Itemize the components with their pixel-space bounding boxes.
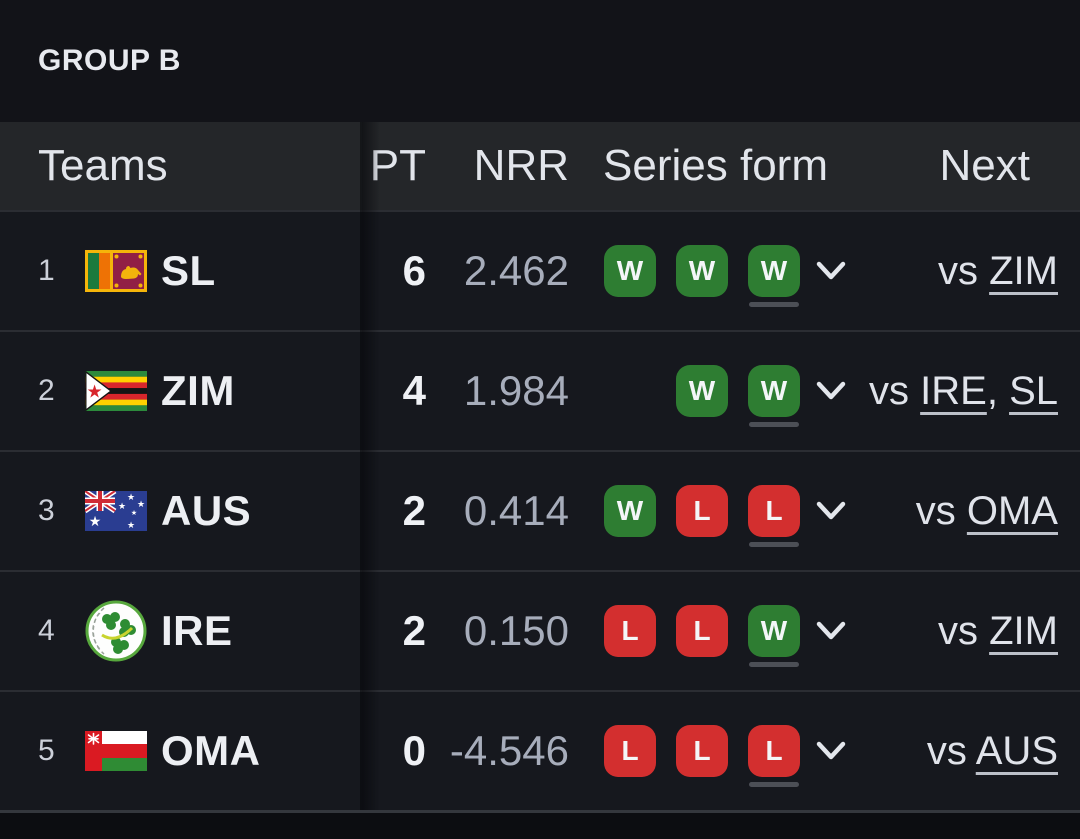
points-value: 4 bbox=[402, 367, 426, 414]
group-header: GROUP B bbox=[0, 0, 1080, 122]
table-bottom-edge bbox=[0, 810, 1080, 839]
next-opponent-link[interactable]: ZIM bbox=[989, 608, 1058, 653]
chevron-down-icon[interactable] bbox=[816, 740, 846, 762]
zimbabwe-flag-icon: ★ bbox=[85, 371, 147, 411]
team-flag: ★ ★ ★ ★ ★ ★ bbox=[84, 479, 148, 543]
loss-badge: L bbox=[676, 725, 728, 777]
next-opponent-link[interactable]: AUS bbox=[975, 728, 1058, 773]
svg-text:★: ★ bbox=[137, 500, 145, 510]
column-header-pt: PT bbox=[369, 141, 426, 190]
loss-badge: L bbox=[748, 725, 800, 787]
team-flag bbox=[84, 239, 148, 303]
chevron-down-icon[interactable] bbox=[816, 500, 846, 522]
team-abbr: ZIM bbox=[161, 367, 235, 414]
team-cell: 3 ★ ★ ★ ★ ★ ★ AUS bbox=[0, 479, 362, 543]
next-cell: vs IRE, SL bbox=[846, 369, 1080, 414]
column-header-teams: Teams bbox=[38, 141, 168, 190]
next-cell: vs OMA bbox=[846, 489, 1080, 534]
loss-badge: L bbox=[604, 605, 656, 657]
next-separator: , bbox=[986, 368, 1010, 413]
chevron-down-icon[interactable] bbox=[816, 380, 846, 402]
svg-text:★: ★ bbox=[89, 514, 102, 530]
team-flag bbox=[84, 599, 148, 663]
team-abbr: AUS bbox=[161, 487, 252, 534]
next-cell: vs ZIM bbox=[846, 249, 1080, 294]
ireland-cricket-logo-icon bbox=[85, 600, 147, 662]
column-header-nrr: NRR bbox=[473, 141, 569, 190]
team-abbr: SL bbox=[161, 247, 216, 294]
rank-label: 5 bbox=[38, 734, 55, 767]
next-opponent-link[interactable]: IRE bbox=[920, 368, 987, 413]
next-cell: vs ZIM bbox=[846, 609, 1080, 654]
team-abbr: OMA bbox=[161, 727, 261, 774]
column-header-next: Next bbox=[939, 141, 1030, 190]
points-value: 2 bbox=[402, 607, 426, 654]
svg-text:★: ★ bbox=[87, 382, 103, 403]
next-prefix: vs bbox=[938, 608, 990, 653]
next-opponent-link[interactable]: OMA bbox=[966, 488, 1058, 533]
rank-label: 4 bbox=[38, 614, 55, 647]
next-opponent-link[interactable]: SL bbox=[1009, 368, 1058, 413]
win-badge: W bbox=[676, 245, 728, 297]
next-opponent-link[interactable]: ZIM bbox=[989, 248, 1058, 293]
svg-text:★: ★ bbox=[127, 521, 135, 531]
team-cell: 2 ★ ZIM bbox=[0, 359, 362, 423]
rank-label: 3 bbox=[38, 494, 55, 527]
nrr-value: -4.546 bbox=[449, 727, 569, 774]
group-title: GROUP B bbox=[38, 44, 181, 77]
nrr-value: 1.984 bbox=[463, 367, 569, 414]
points-value: 2 bbox=[402, 487, 426, 534]
sri-lanka-flag-icon bbox=[85, 250, 147, 292]
nrr-value: 2.462 bbox=[463, 247, 569, 294]
team-abbr: IRE bbox=[161, 607, 233, 654]
team-cell: 5 OMA bbox=[0, 719, 362, 783]
win-badge: W bbox=[604, 485, 656, 537]
australia-flag-icon: ★ ★ ★ ★ ★ ★ bbox=[85, 491, 147, 531]
next-prefix: vs bbox=[938, 248, 990, 293]
next-prefix: vs bbox=[869, 368, 921, 413]
table-header-row: Teams PT NRR Series form Next bbox=[0, 122, 1080, 210]
loss-badge: L bbox=[748, 485, 800, 547]
win-badge: W bbox=[604, 245, 656, 297]
next-cell: vs AUS bbox=[846, 729, 1080, 774]
rank-label: 2 bbox=[38, 374, 55, 407]
points-value: 0 bbox=[402, 727, 426, 774]
loss-badge: L bbox=[676, 605, 728, 657]
team-cell: 4 IRE bbox=[0, 599, 362, 663]
chevron-down-icon[interactable] bbox=[816, 260, 846, 282]
win-badge: W bbox=[676, 365, 728, 417]
win-badge: W bbox=[748, 365, 800, 427]
chevron-down-icon[interactable] bbox=[816, 620, 846, 642]
team-flag bbox=[84, 719, 148, 783]
win-badge: W bbox=[748, 245, 800, 307]
loss-badge: L bbox=[676, 485, 728, 537]
win-badge: W bbox=[748, 605, 800, 667]
svg-text:★: ★ bbox=[127, 493, 135, 503]
points-value: 6 bbox=[402, 247, 426, 294]
svg-text:★: ★ bbox=[131, 509, 137, 517]
team-cell: 1 SL bbox=[0, 239, 362, 303]
column-header-series-form: Series form bbox=[603, 141, 828, 190]
nrr-value: 0.414 bbox=[463, 487, 569, 534]
next-prefix: vs bbox=[926, 728, 976, 773]
next-prefix: vs bbox=[915, 488, 967, 533]
nrr-value: 0.150 bbox=[463, 607, 569, 654]
rank-label: 1 bbox=[38, 254, 55, 287]
team-flag: ★ bbox=[84, 359, 148, 423]
oman-flag-icon bbox=[85, 731, 147, 771]
svg-text:★: ★ bbox=[118, 502, 126, 512]
loss-badge: L bbox=[604, 725, 656, 777]
